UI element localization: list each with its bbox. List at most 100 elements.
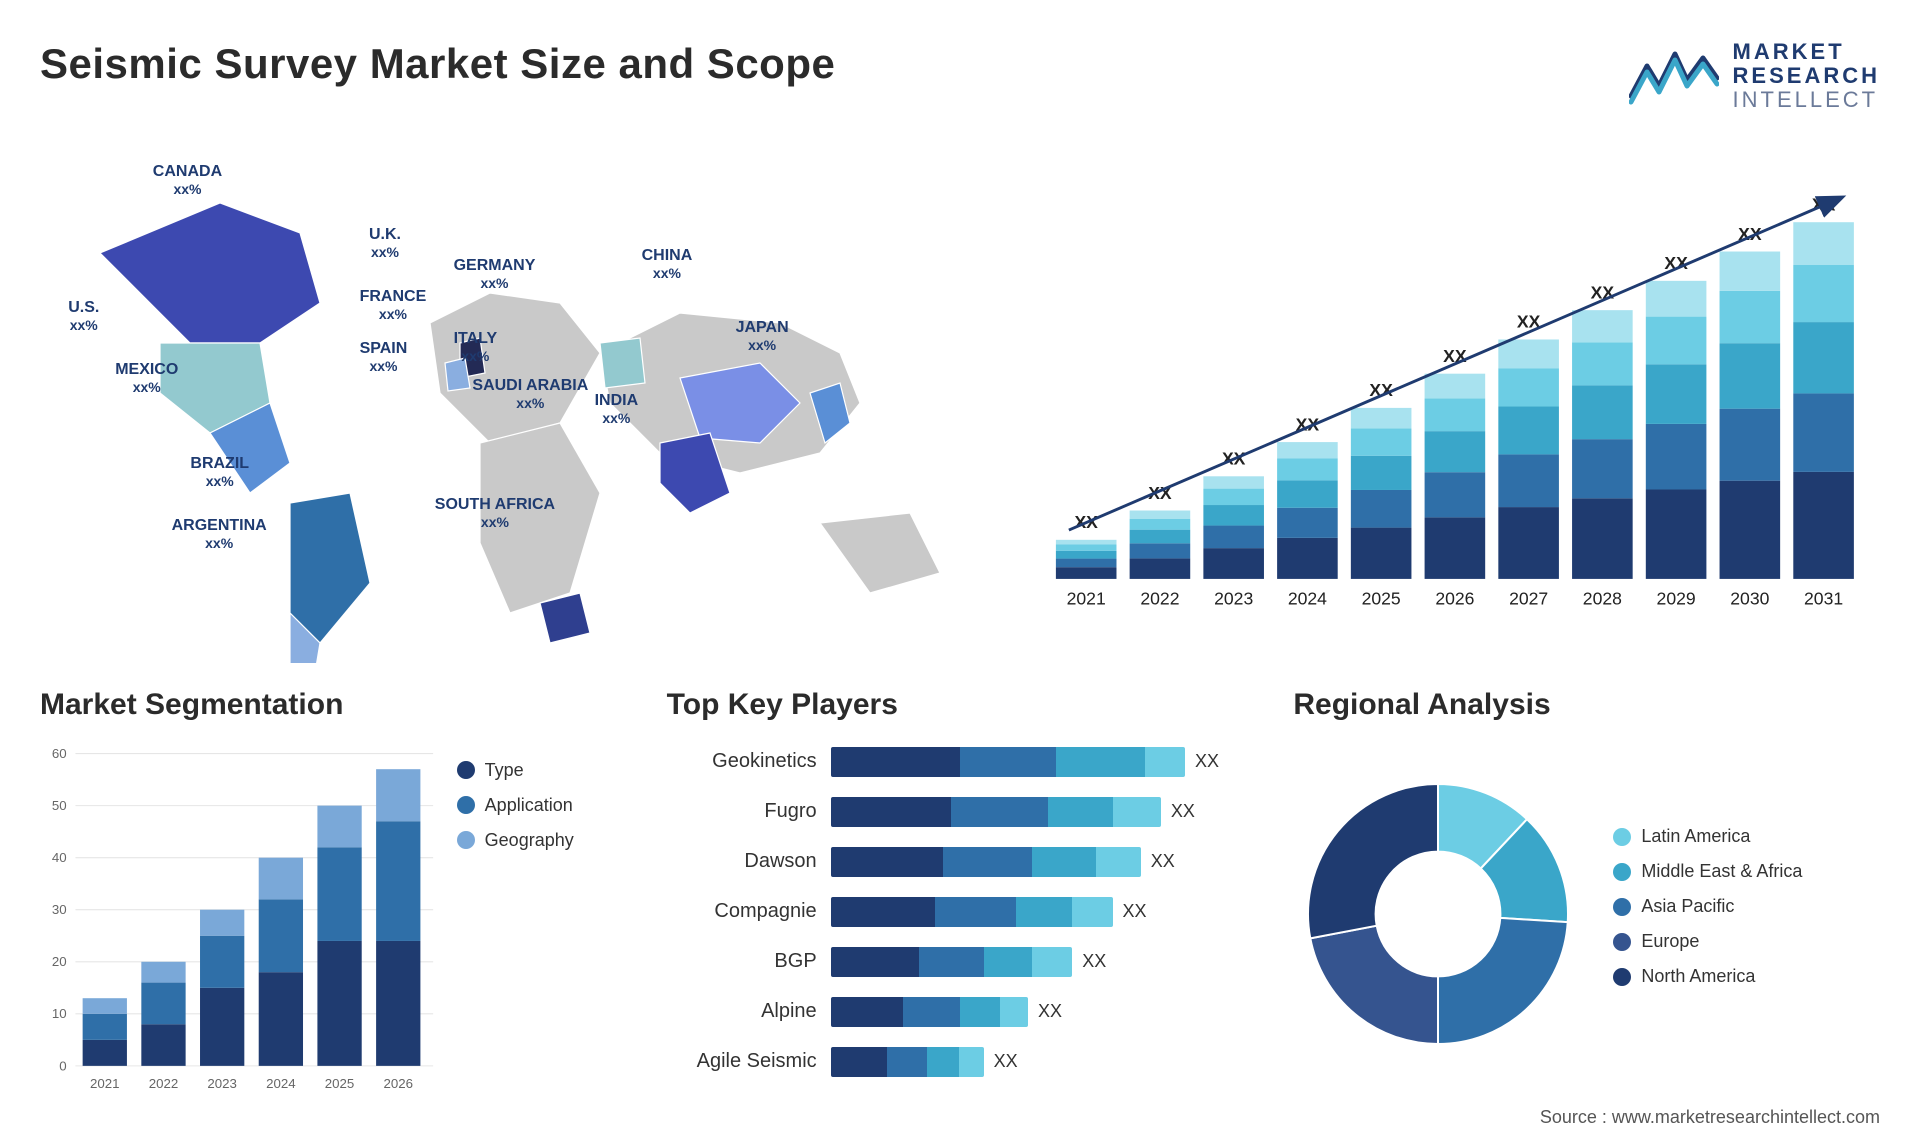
growth-bar-seg	[1572, 385, 1633, 439]
segmentation-section: Market Segmentation 01020304050602021202…	[40, 688, 627, 1088]
growth-year-label: 2024	[1288, 588, 1327, 608]
map-country-label: CANADAxx%	[153, 163, 222, 197]
player-name: Agile Seismic	[667, 1050, 817, 1073]
growth-bar-seg	[1793, 265, 1854, 322]
player-value: XX	[1171, 801, 1195, 822]
player-row: Alpine XX	[667, 990, 1234, 1034]
region-legend-item: Middle East & Africa	[1613, 861, 1880, 882]
seg-legend-item: Type	[457, 760, 627, 781]
svg-text:0: 0	[59, 1058, 66, 1073]
player-bar	[831, 797, 1161, 827]
growth-bar-seg	[1277, 507, 1338, 537]
donut-slice	[1311, 925, 1439, 1043]
map-country-label: BRAZILxx%	[190, 455, 249, 489]
growth-bar-seg	[1572, 342, 1633, 385]
growth-bar-seg	[1572, 439, 1633, 498]
seg-bar-part	[259, 857, 303, 899]
map-country-label: GERMANYxx%	[454, 257, 536, 291]
growth-bar-seg	[1056, 558, 1117, 567]
growth-bar-seg	[1351, 455, 1412, 489]
growth-bar-seg	[1130, 558, 1191, 579]
svg-text:20: 20	[52, 954, 67, 969]
seg-bar-part	[376, 941, 420, 1066]
growth-year-label: 2027	[1509, 588, 1548, 608]
growth-bar-seg	[1572, 310, 1633, 342]
brand-logo: MARKET RESEARCH INTELLECT	[1629, 40, 1880, 113]
growth-bar-seg	[1130, 518, 1191, 529]
growth-bar-seg	[1720, 408, 1781, 480]
map-country-label: ARGENTINAxx%	[172, 517, 267, 551]
seg-bar-part	[83, 1039, 127, 1065]
seg-bar-part	[200, 909, 244, 935]
player-name: Geokinetics	[667, 750, 817, 773]
growth-bar-seg	[1351, 428, 1412, 455]
growth-bar-seg	[1793, 322, 1854, 393]
growth-bar-seg	[1498, 368, 1559, 406]
map-country-label: SPAINxx%	[360, 340, 408, 374]
seg-bar-part	[83, 998, 127, 1014]
regional-section: Regional Analysis Latin AmericaMiddle Ea…	[1293, 688, 1880, 1088]
map-country-label: U.S.xx%	[68, 299, 99, 333]
growth-bar-seg	[1425, 373, 1486, 398]
source-label: Source : www.marketresearchintellect.com	[1540, 1107, 1880, 1128]
growth-year-label: 2028	[1583, 588, 1622, 608]
growth-year-label: 2023	[1214, 588, 1253, 608]
growth-bar-seg	[1277, 480, 1338, 507]
seg-bar-part	[141, 1024, 185, 1066]
map-country-label: JAPANxx%	[736, 319, 789, 353]
growth-bar-seg	[1277, 458, 1338, 480]
player-name: Alpine	[667, 1000, 817, 1023]
regional-legend: Latin AmericaMiddle East & AfricaAsia Pa…	[1613, 826, 1880, 1001]
growth-bar-seg	[1130, 543, 1191, 558]
player-bar	[831, 947, 1073, 977]
growth-bar-seg	[1203, 525, 1264, 548]
map-region	[290, 493, 370, 643]
growth-year-label: 2021	[1067, 588, 1106, 608]
segmentation-chart: 0102030405060202120222023202420252026	[40, 740, 439, 1099]
svg-text:2023: 2023	[207, 1076, 237, 1091]
regional-title: Regional Analysis	[1293, 688, 1880, 722]
player-value: XX	[1151, 851, 1175, 872]
growth-bar-seg	[1203, 476, 1264, 488]
player-bar	[831, 997, 1028, 1027]
seg-bar-part	[200, 987, 244, 1065]
growth-bar-seg	[1056, 567, 1117, 579]
growth-bar-seg	[1498, 507, 1559, 579]
growth-bar-seg	[1720, 480, 1781, 578]
growth-bar-seg	[1720, 251, 1781, 290]
seg-bar-part	[376, 769, 420, 821]
page-title: Seismic Survey Market Size and Scope	[40, 40, 835, 88]
svg-text:40: 40	[52, 850, 67, 865]
svg-text:2022: 2022	[149, 1076, 179, 1091]
growth-year-label: 2025	[1362, 588, 1401, 608]
growth-bar-seg	[1720, 343, 1781, 408]
svg-text:2026: 2026	[383, 1076, 413, 1091]
growth-year-label: 2022	[1140, 588, 1179, 608]
player-row: CompagnieXX	[667, 890, 1234, 934]
seg-bar-part	[83, 1013, 127, 1039]
player-value: XX	[1038, 1001, 1062, 1022]
player-row: BGPXX	[667, 940, 1234, 984]
svg-text:2025: 2025	[325, 1076, 355, 1091]
growth-bar-seg	[1130, 529, 1191, 543]
donut-slice	[1438, 917, 1568, 1043]
growth-bar-seg	[1425, 472, 1486, 517]
growth-bar-seg	[1425, 431, 1486, 472]
player-value: XX	[1195, 751, 1219, 772]
player-row: Geokinetics XX	[667, 740, 1234, 784]
header: Seismic Survey Market Size and Scope MAR…	[40, 40, 1880, 113]
growth-year-label: 2031	[1804, 588, 1843, 608]
seg-bar-part	[259, 899, 303, 972]
growth-chart: XX2021XX2022XX2023XX2024XX2025XX2026XX20…	[1020, 143, 1880, 663]
svg-text:50: 50	[52, 798, 67, 813]
growth-bar-seg	[1572, 498, 1633, 579]
growth-bar-seg	[1425, 398, 1486, 431]
region-legend-item: Asia Pacific	[1613, 896, 1880, 917]
growth-bar-seg	[1056, 550, 1117, 558]
growth-bar-seg	[1351, 407, 1412, 428]
player-value: XX	[994, 1051, 1018, 1072]
growth-bar-seg	[1498, 339, 1559, 368]
seg-bar-part	[141, 961, 185, 982]
seg-legend-item: Geography	[457, 830, 627, 851]
growth-bar-seg	[1351, 527, 1412, 578]
